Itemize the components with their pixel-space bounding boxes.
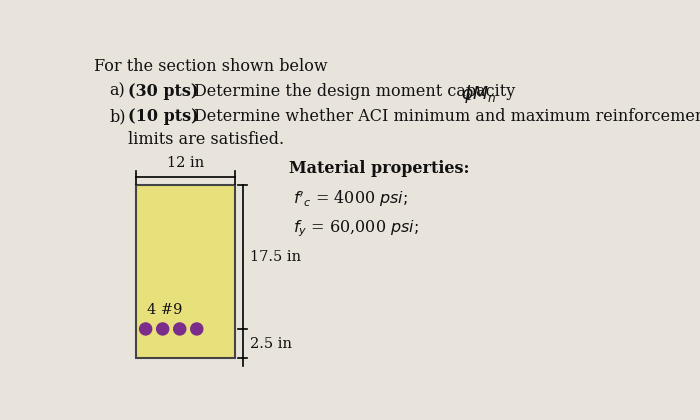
Text: limits are satisfied.: limits are satisfied. (128, 131, 284, 148)
Text: b): b) (109, 108, 126, 125)
Text: For the section shown below: For the section shown below (94, 58, 328, 75)
Text: 12 in: 12 in (167, 156, 204, 170)
Text: a): a) (109, 83, 125, 100)
Text: 4 #9: 4 #9 (147, 303, 183, 317)
Circle shape (157, 323, 169, 335)
Bar (136, 185, 235, 358)
Text: Determine whether ACI minimum and maximum reinforcement: Determine whether ACI minimum and maximu… (195, 108, 700, 125)
Circle shape (174, 323, 186, 335)
Text: $f'_c$ = 4000 $psi;$: $f'_c$ = 4000 $psi;$ (293, 189, 408, 209)
Text: Material properties:: Material properties: (289, 160, 470, 177)
Text: 17.5 in: 17.5 in (251, 250, 302, 264)
Text: (30 pts): (30 pts) (128, 83, 198, 100)
Circle shape (190, 323, 203, 335)
Text: 2.5 in: 2.5 in (251, 337, 293, 351)
Circle shape (139, 323, 152, 335)
Text: Determine the design moment capacity: Determine the design moment capacity (195, 83, 521, 100)
Text: (10 pts): (10 pts) (128, 108, 198, 125)
Text: $\phi M_n$: $\phi M_n$ (461, 83, 496, 105)
Text: $f_y$ = 60,000 $psi;$: $f_y$ = 60,000 $psi;$ (293, 218, 419, 239)
